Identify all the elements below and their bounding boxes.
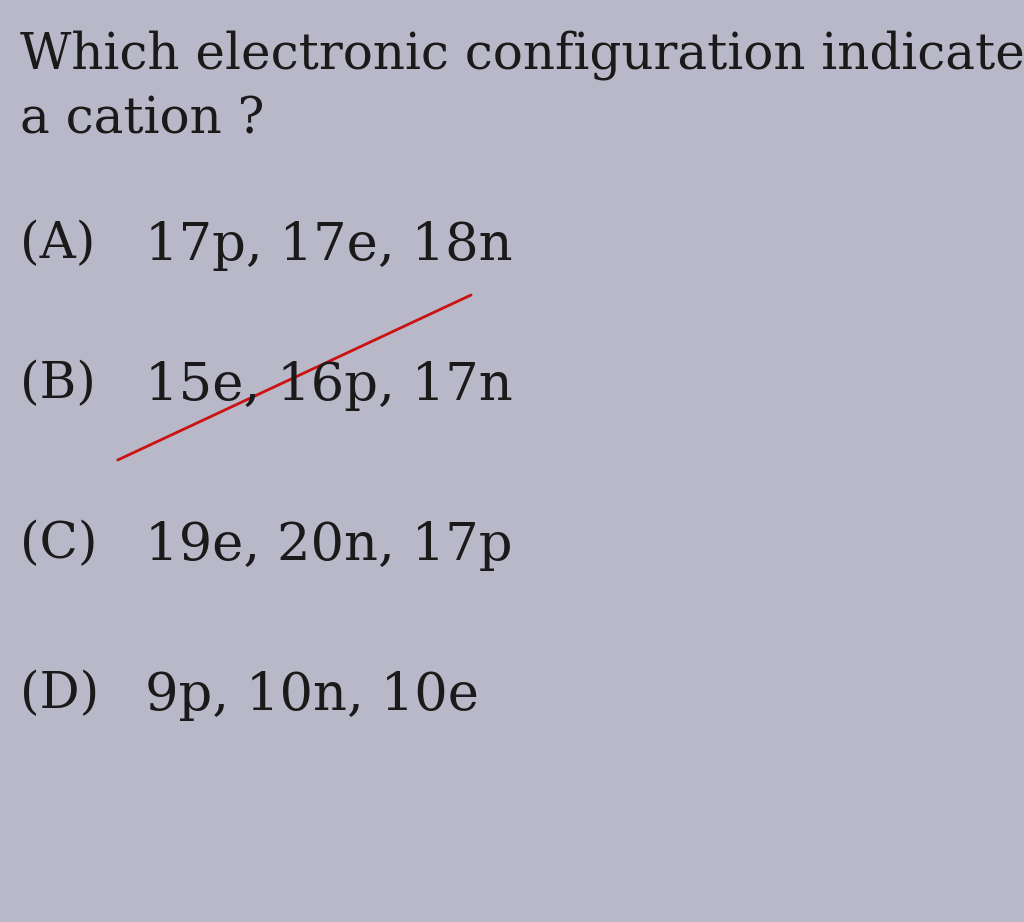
Text: (B): (B): [20, 360, 96, 409]
Text: 9p, 10n, 10e: 9p, 10n, 10e: [145, 670, 479, 721]
Text: 15e, 16p, 17n: 15e, 16p, 17n: [145, 360, 513, 411]
Text: (D): (D): [20, 670, 99, 719]
Text: 19e, 20n, 17p: 19e, 20n, 17p: [145, 520, 512, 571]
Text: (C): (C): [20, 520, 97, 570]
Text: (A): (A): [20, 220, 95, 269]
Text: Which electronic configuration indicates: Which electronic configuration indicates: [20, 30, 1024, 80]
Text: 17p, 17e, 18n: 17p, 17e, 18n: [145, 220, 513, 271]
Text: a cation ?: a cation ?: [20, 95, 264, 145]
